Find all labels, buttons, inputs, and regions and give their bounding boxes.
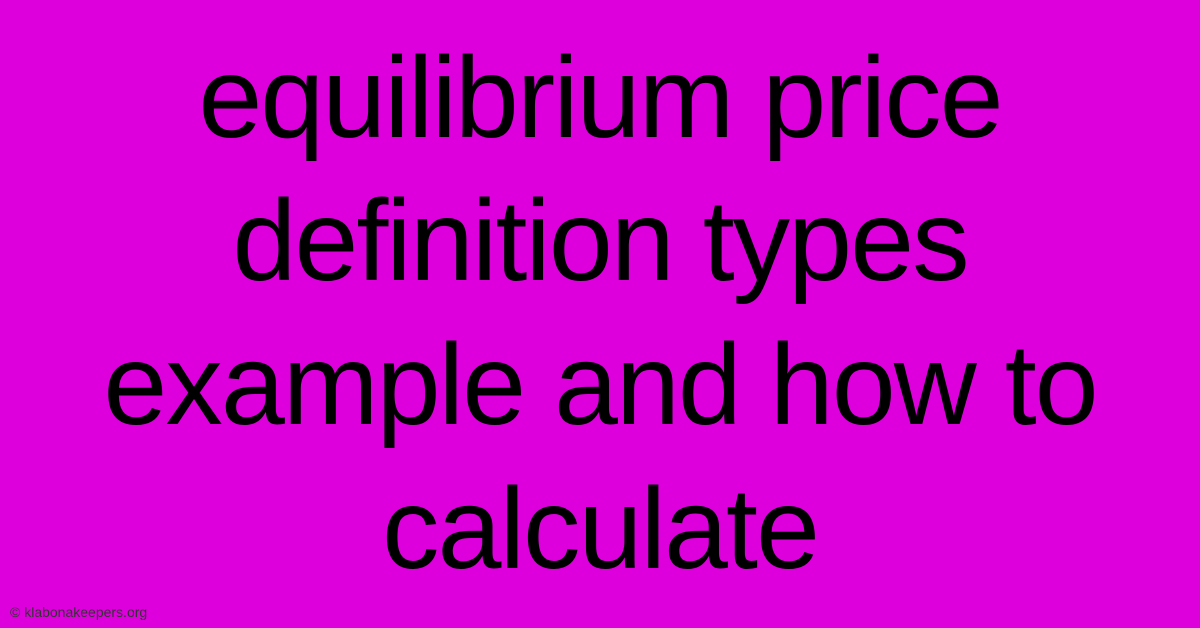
attribution-text: © klabonakeepers.org: [10, 604, 147, 620]
headline-text: equilibrium price definition types examp…: [0, 0, 1200, 628]
